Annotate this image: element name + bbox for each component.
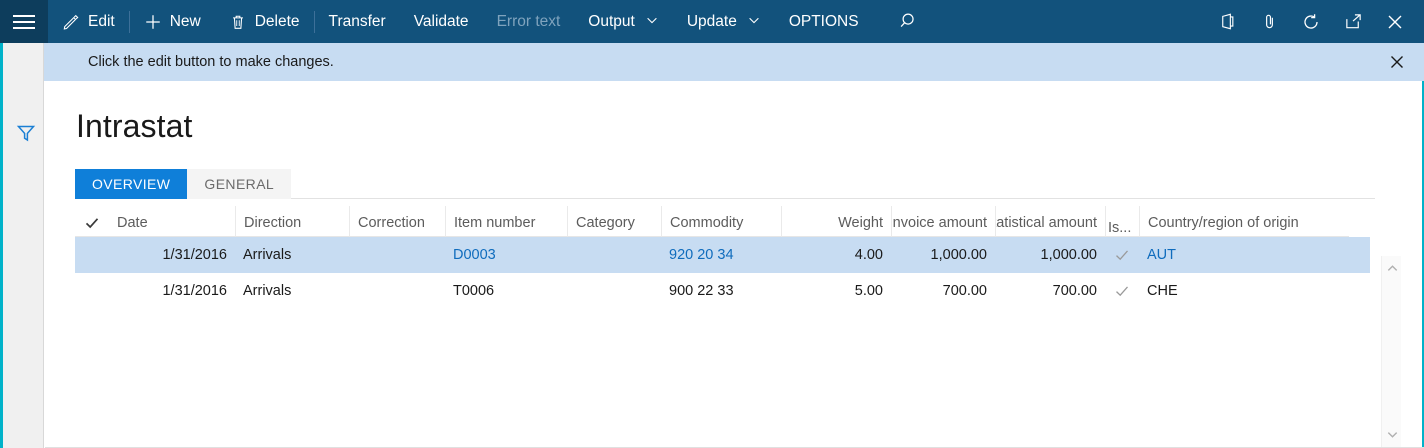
column-header-statistical-amount[interactable]: Statistical amount [995,206,1105,237]
popout-icon[interactable] [1332,0,1374,43]
refresh-icon[interactable] [1290,0,1332,43]
tab-overview-label: OVERVIEW [92,176,171,192]
cell-country-region-of-origin: CHE [1147,283,1178,299]
chevron-down-icon [645,13,659,30]
cell-category [567,237,661,273]
cell-direction: Arrivals [243,283,292,299]
column-header-correction[interactable]: Correction [349,206,445,237]
search-icon[interactable] [889,0,931,43]
cell-date: 1/31/2016 [162,247,227,263]
column-header-invoice-amount[interactable]: Invoice amount [891,206,995,237]
main-content: Intrastat OVERVIEW GENERAL Date Directio… [45,81,1424,448]
column-header-category[interactable]: Category [567,206,661,237]
toolbar-divider [313,10,315,33]
intrastat-grid: Date Direction Correction Item number Ca… [75,206,1370,309]
hamburger-bar [13,14,35,17]
column-header-commodity[interactable]: Commodity [661,206,781,237]
message-bar: Click the edit button to make changes. [44,43,1424,81]
chevron-down-icon[interactable] [1382,424,1402,444]
cell-commodity[interactable]: 920 20 34 [669,247,734,263]
pencil-icon [62,13,80,31]
column-header-is[interactable]: Is... [1105,206,1139,237]
attachment-icon[interactable] [1248,0,1290,43]
hamburger-bar [13,26,35,29]
validate-button[interactable]: Validate [400,0,483,43]
column-header-direction[interactable]: Direction [235,206,349,237]
column-header-item-number[interactable]: Item number [445,206,567,237]
chevron-up-icon[interactable] [1382,258,1402,278]
transfer-button-label: Transfer [328,12,386,30]
row-select-cell[interactable] [75,237,109,273]
cell-category [567,273,661,309]
row-select-cell[interactable] [75,273,109,309]
error-text-button: Error text [483,0,575,43]
delete-button[interactable]: Delete [215,0,314,43]
toolbar-divider [128,10,130,33]
cell-invoice-amount: 700.00 [942,283,987,299]
cell-country-region-of-origin[interactable]: AUT [1147,247,1176,263]
column-header-country-region-of-origin[interactable]: Country/region of origin [1139,206,1349,237]
options-button-label: OPTIONS [788,12,859,30]
edit-button-label: Edit [88,12,115,30]
left-rail [0,43,44,448]
tab-general[interactable]: GENERAL [187,169,292,199]
cell-weight: 5.00 [854,283,883,299]
tab-general-label: GENERAL [204,176,275,192]
cell-is-checkmark-icon [1105,273,1139,309]
close-icon[interactable] [1374,0,1416,43]
cell-invoice-amount: 1,000.00 [930,247,987,263]
tab-overview[interactable]: OVERVIEW [75,169,188,199]
cell-correction [349,273,445,309]
plus-icon [144,13,162,31]
tab-bar-filler [291,169,1375,199]
filter-funnel-icon[interactable] [14,121,38,145]
update-menu-label: Update [686,12,737,30]
grid-header-row: Date Direction Correction Item number Ca… [75,206,1370,237]
cell-commodity: 900 22 33 [669,283,734,299]
new-button[interactable]: New [130,0,215,43]
cell-direction: Arrivals [243,247,292,263]
error-text-button-label: Error text [496,12,561,30]
vertical-scrollbar[interactable] [1381,256,1401,448]
update-menu-button[interactable]: Update [673,0,775,43]
cell-date: 1/31/2016 [162,283,227,299]
edit-button[interactable]: Edit [48,0,129,43]
transfer-button[interactable]: Transfer [315,0,400,43]
top-toolbar: Edit New Delete Transfer Validate Error … [0,0,1424,43]
cell-statistical-amount: 1,000.00 [1040,247,1097,263]
message-bar-text: Click the edit button to make changes. [88,54,334,70]
cell-correction [349,237,445,273]
grid-body: 1/31/2016 Arrivals D0003 920 20 34 4.00 … [75,237,1370,309]
select-all-checkmark-icon[interactable] [75,206,109,237]
table-row[interactable]: 1/31/2016 Arrivals D0003 920 20 34 4.00 … [75,237,1370,273]
cell-is-checkmark-icon [1105,237,1139,273]
tab-bar: OVERVIEW GENERAL [75,169,1375,199]
column-header-date[interactable]: Date [109,206,235,237]
options-button[interactable]: OPTIONS [775,0,873,43]
message-bar-close-icon[interactable] [1380,43,1414,81]
office-icon[interactable] [1206,0,1248,43]
column-header-weight[interactable]: Weight [781,206,891,237]
output-menu-button[interactable]: Output [574,0,673,43]
cell-item-number: T0006 [453,283,495,299]
trash-icon [229,13,247,31]
new-button-label: New [169,12,201,30]
hamburger-menu-icon[interactable] [0,0,48,43]
page-title: Intrastat [76,108,193,144]
hamburger-bar [13,20,35,23]
cell-weight: 4.00 [854,247,883,263]
table-row[interactable]: 1/31/2016 Arrivals T0006 900 22 33 5.00 … [75,273,1370,309]
validate-button-label: Validate [413,12,469,30]
delete-button-label: Delete [254,12,300,30]
chevron-down-icon [747,13,761,30]
output-menu-label: Output [588,12,635,30]
cell-item-number[interactable]: D0003 [453,247,496,263]
cell-statistical-amount: 700.00 [1052,283,1097,299]
